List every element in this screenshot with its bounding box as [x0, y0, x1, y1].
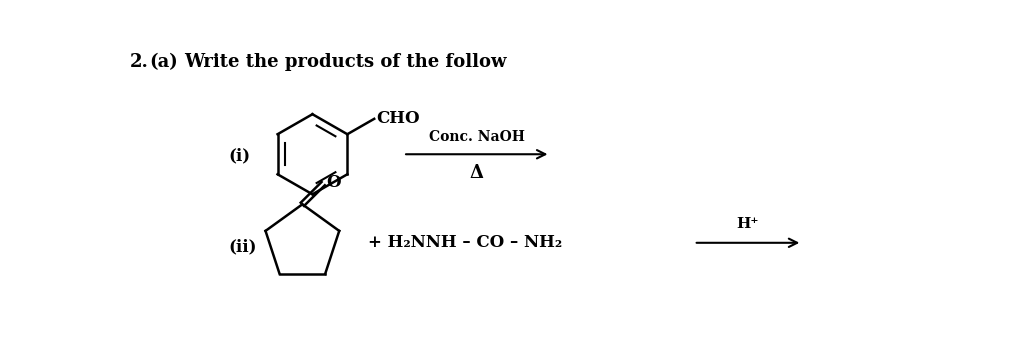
Text: (i): (i) [228, 147, 251, 164]
Text: + H₂NNH – CO – NH₂: + H₂NNH – CO – NH₂ [369, 234, 562, 251]
Text: O: O [327, 174, 341, 191]
Text: (a): (a) [150, 53, 178, 71]
Text: H⁺: H⁺ [736, 217, 759, 231]
Text: Δ: Δ [470, 164, 483, 182]
Text: Write the products of the follow: Write the products of the follow [183, 53, 506, 71]
Text: 2.: 2. [130, 53, 148, 71]
Text: CHO: CHO [377, 110, 420, 127]
Text: (ii): (ii) [228, 238, 257, 255]
Text: Conc. NaOH: Conc. NaOH [429, 130, 524, 144]
